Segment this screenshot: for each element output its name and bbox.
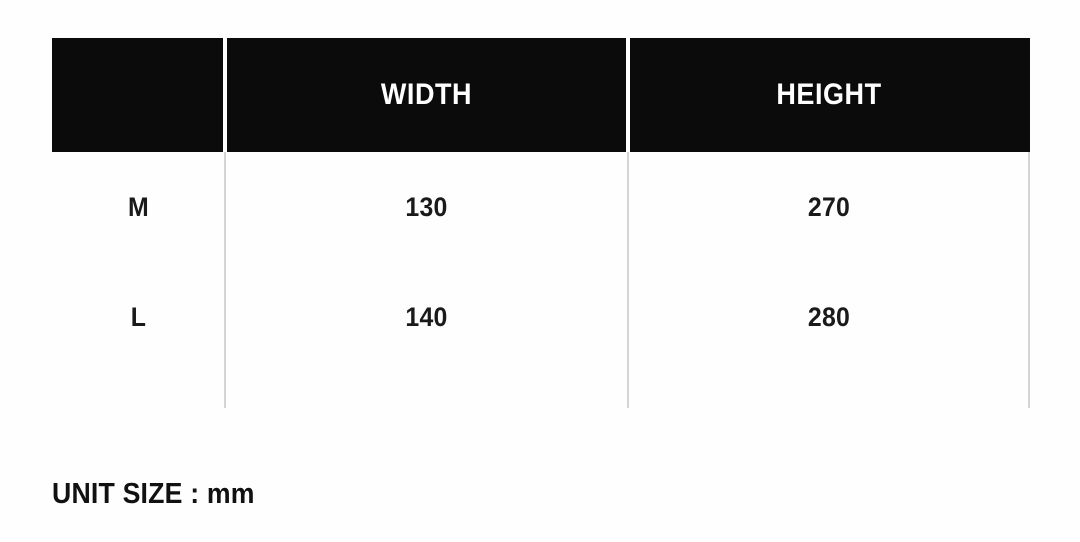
cell-width: 130 bbox=[405, 191, 448, 222]
column-header-width: WIDTH bbox=[380, 78, 473, 111]
table-row: L 140 280 bbox=[52, 262, 1030, 372]
column-rule-3 bbox=[1028, 152, 1030, 408]
cell-height: 270 bbox=[807, 191, 851, 222]
header-divider-2 bbox=[626, 38, 630, 152]
table-header-row: WIDTH HEIGHT bbox=[52, 38, 1030, 152]
size-table: WIDTH HEIGHT M 130 270 L 140 280 bbox=[52, 38, 1030, 408]
column-header-size bbox=[61, 38, 217, 152]
cell-width: 140 bbox=[405, 301, 448, 332]
cell-height: 280 bbox=[807, 301, 851, 332]
header-divider-1 bbox=[223, 38, 227, 152]
table-body: M 130 270 L 140 280 bbox=[52, 152, 1030, 408]
column-rule-1 bbox=[224, 152, 226, 408]
cell-size: M bbox=[128, 191, 149, 222]
cell-size: L bbox=[130, 301, 147, 332]
column-rule-2 bbox=[627, 152, 629, 408]
table-row: M 130 270 bbox=[52, 152, 1030, 262]
unit-size-note: UNIT SIZE : mm bbox=[52, 478, 255, 510]
column-header-height: HEIGHT bbox=[776, 78, 882, 111]
